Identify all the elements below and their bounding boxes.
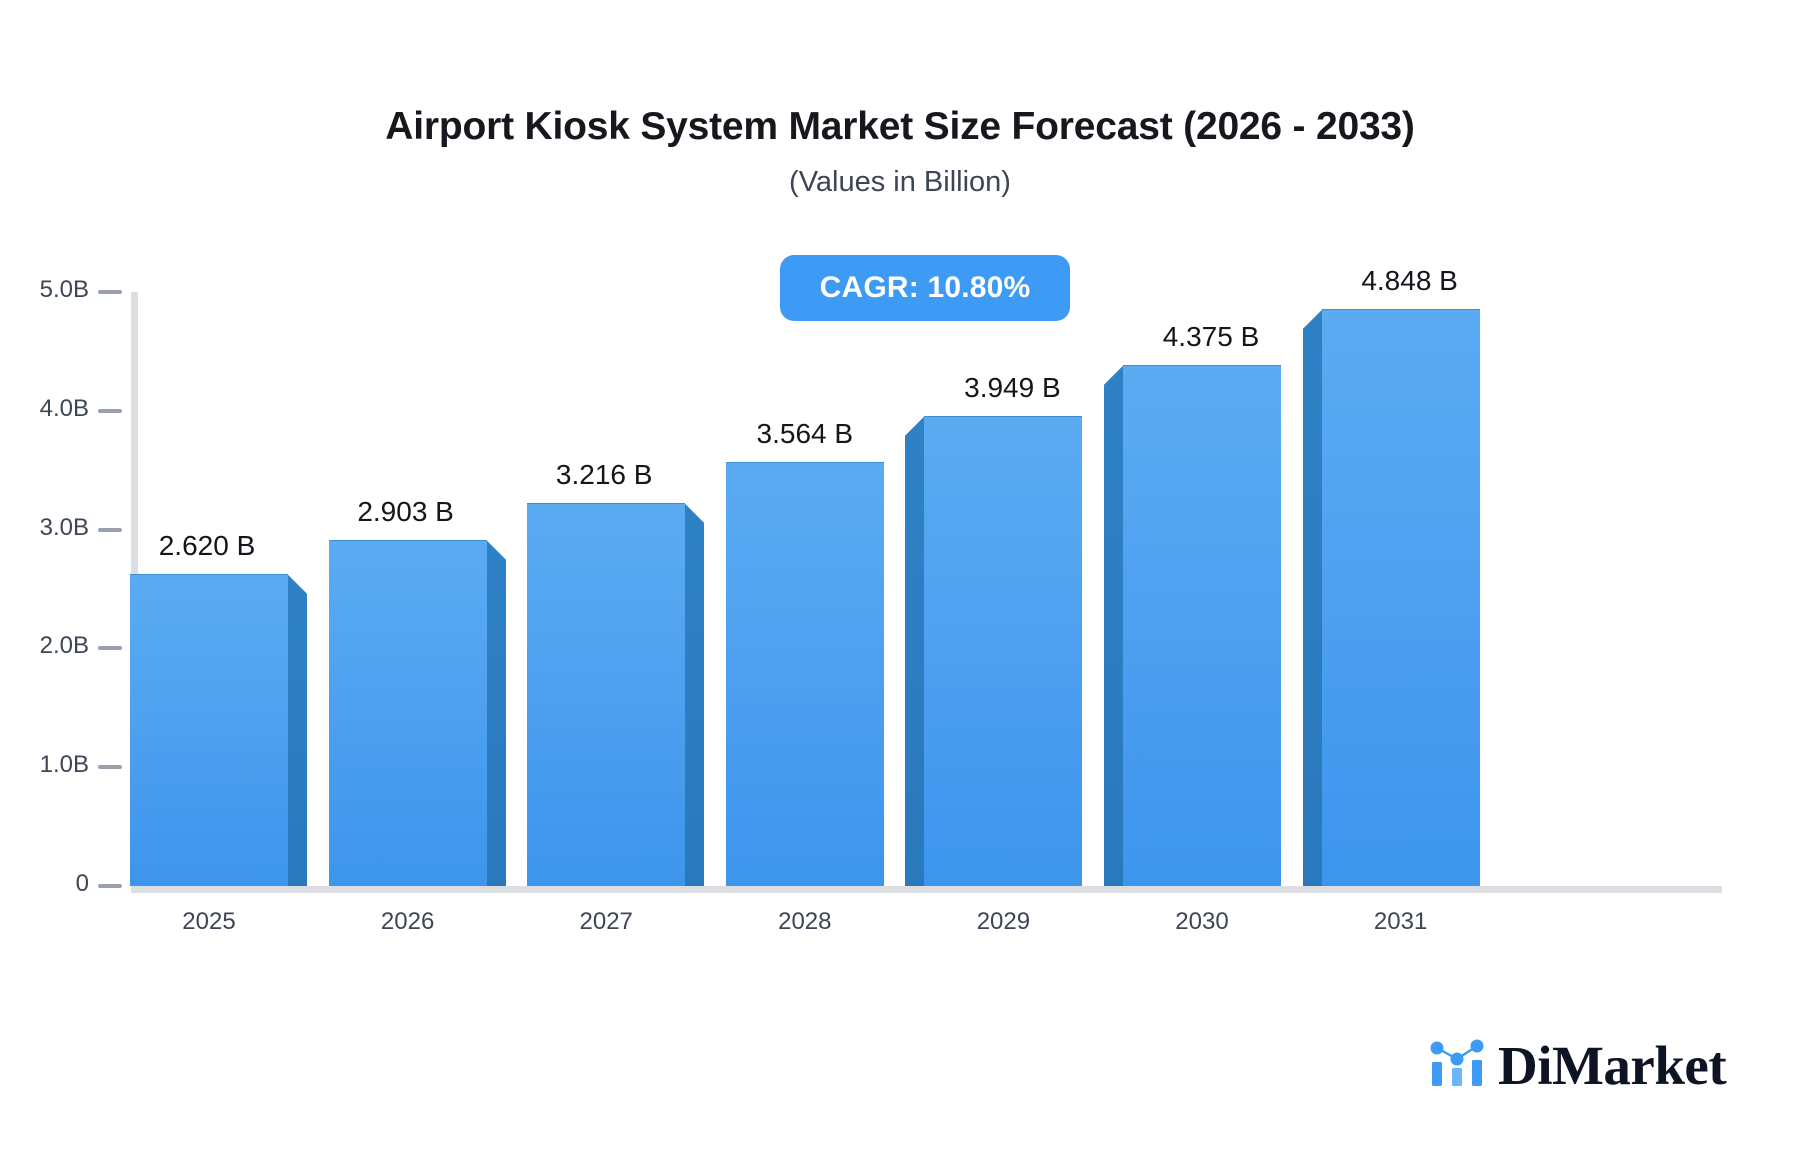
bar-value-label: 2.903 B <box>357 496 454 528</box>
x-axis-label-2028: 2028 <box>778 908 832 935</box>
bar-chart-trend-icon <box>1430 1039 1484 1092</box>
y-axis-tick-mark <box>98 765 122 770</box>
y-axis-tick-mark <box>98 646 122 651</box>
x-axis-label-2027: 2027 <box>579 908 633 935</box>
bar-2029[interactable]: 3.949 B <box>905 372 1083 886</box>
x-axis-label-2026: 2026 <box>380 908 435 935</box>
bar-face <box>527 502 686 886</box>
bar-2027[interactable]: 3.216 B <box>527 459 705 886</box>
chart-subtitle: (Values in Billion) <box>789 165 1011 198</box>
y-axis-tick-label: 2.0B <box>39 632 89 660</box>
bar-value-label: 4.375 B <box>1162 321 1260 353</box>
y-axis-tick-mark <box>98 884 122 888</box>
bar-2026[interactable]: 2.903 B <box>328 496 506 886</box>
y-axis-tick-label: 0 <box>75 870 89 897</box>
bar-side-bevel <box>486 541 506 561</box>
bar-2030[interactable]: 4.375 B <box>1104 321 1281 886</box>
chart-header: Airport Kiosk System Market Size Forecas… <box>0 105 1800 199</box>
bar-side-panel <box>486 560 506 886</box>
bar-side-panel <box>1104 385 1123 886</box>
bar-face <box>1123 365 1281 886</box>
x-axis-label-2029: 2029 <box>976 908 1031 935</box>
brand-name: DiMarket <box>1498 1035 1727 1096</box>
bar-side-panel <box>1302 329 1322 886</box>
bar-side-bevel <box>905 416 925 436</box>
bar-value-label: 3.949 B <box>964 371 1061 403</box>
bar-2025[interactable]: 2.620 B <box>130 530 307 886</box>
bar-side-bevel <box>1302 310 1322 330</box>
bar-side-bevel <box>685 503 705 523</box>
bar-face <box>725 461 884 886</box>
bar-value-label: 3.564 B <box>756 417 854 449</box>
bar-face <box>130 573 288 886</box>
bar-2031[interactable]: 4.848 B <box>1302 265 1480 886</box>
y-axis-tick-mark <box>98 527 122 532</box>
bar-face <box>924 415 1083 886</box>
bar-face <box>1321 309 1480 886</box>
chart-title: Airport Kiosk System Market Size Forecas… <box>385 105 1415 148</box>
cagr-badge-label: CAGR: 10.80% <box>819 271 1031 304</box>
y-axis-tick-label: 4.0B <box>39 394 89 422</box>
bar-side-panel <box>288 593 307 886</box>
brand-logo: DiMarket <box>1430 1035 1727 1096</box>
bar-value-label: 2.620 B <box>158 529 256 561</box>
cagr-badge: CAGR: 10.80% <box>780 255 1070 321</box>
bar-face <box>328 540 487 886</box>
bar-value-label: 3.216 B <box>555 458 653 490</box>
x-axis-line <box>131 886 1722 893</box>
x-axis-label-2031: 2031 <box>1373 908 1428 935</box>
bar-side-bevel <box>1104 366 1123 386</box>
x-axis-label-2025: 2025 <box>182 908 236 935</box>
y-axis-tick-label: 3.0B <box>39 513 89 541</box>
y-axis-tick-mark <box>98 290 122 294</box>
bar-value-label: 4.848 B <box>1361 265 1458 297</box>
bar-2028[interactable]: 3.564 B <box>725 418 884 886</box>
y-axis-tick-label: 5.0B <box>39 276 89 303</box>
y-axis-tick-mark <box>98 408 122 413</box>
y-axis-tick-label: 1.0B <box>39 751 89 779</box>
bar-side-bevel <box>288 574 307 594</box>
bar-side-panel <box>905 435 925 886</box>
bar-side-panel <box>685 522 705 886</box>
x-axis-label-2030: 2030 <box>1175 908 1229 935</box>
